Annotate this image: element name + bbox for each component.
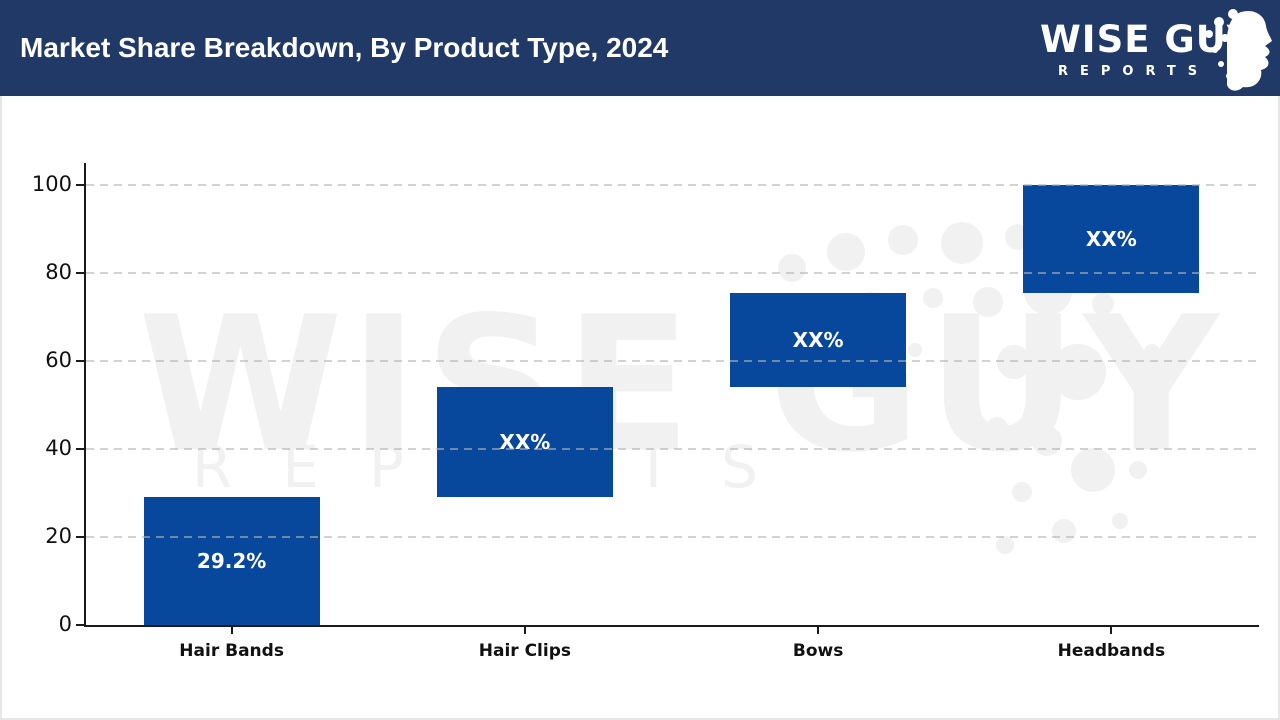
y-tick-label: 80 [45, 260, 72, 284]
x-tick [1110, 627, 1113, 634]
x-tick [230, 627, 233, 634]
gridline [86, 184, 1258, 186]
page-title: Market Share Breakdown, By Product Type,… [20, 32, 669, 63]
watermark-dot [986, 417, 1008, 439]
x-category-label: Headbands [1057, 641, 1166, 661]
header-bar: Market Share Breakdown, By Product Type,… [0, 0, 1280, 96]
y-tick [76, 360, 84, 362]
x-axis-line [84, 625, 1259, 627]
y-tick [76, 536, 84, 538]
watermark-dot [941, 222, 983, 264]
bar-value-label: XX% [792, 327, 844, 352]
x-tick [523, 627, 526, 634]
y-tick-label: 100 [31, 172, 72, 196]
watermark-dot [1129, 461, 1147, 479]
watermark-dot [997, 345, 1031, 379]
x-category-label: Hair Bands [179, 641, 284, 661]
watermark-dot [923, 288, 943, 308]
logo-subtext: REPORTS [1058, 64, 1210, 79]
y-tick-label: 40 [45, 436, 72, 460]
bar-value-label: 29.2% [196, 548, 267, 573]
watermark-dot [827, 233, 865, 271]
y-tick-label: 0 [58, 612, 72, 636]
watermark-dot [996, 536, 1014, 554]
watermark-dot [1052, 519, 1076, 543]
wiseguy-logo: WISE GUY REPORTS [1000, 4, 1272, 92]
y-tick [76, 272, 84, 274]
watermark-dot [908, 343, 922, 357]
y-tick [76, 184, 84, 186]
watermark-dot [888, 225, 918, 255]
watermark-dot [1050, 344, 1106, 400]
watermark-dot [1012, 482, 1032, 502]
watermark-dot [1092, 293, 1114, 315]
bar-hair-bands: 29.2% [143, 496, 320, 625]
x-category-label: Hair Clips [478, 641, 571, 661]
y-tick [76, 624, 84, 626]
bar-bows: XX% [730, 292, 907, 387]
x-tick [817, 627, 820, 634]
bar-value-label: XX% [499, 429, 551, 454]
bar-hair-clips: XX% [436, 386, 613, 497]
y-tick [76, 448, 84, 450]
gridline [86, 448, 1258, 450]
x-category-label: Bows [792, 641, 844, 661]
y-tick-label: 20 [45, 524, 72, 548]
watermark-dot [951, 346, 973, 368]
watermark-dot [973, 287, 1003, 317]
watermark-dot [1112, 513, 1128, 529]
watermark-dot [1032, 426, 1062, 456]
watermark-dot [778, 254, 806, 282]
watermark-dot [1144, 344, 1160, 360]
bar-value-label: XX% [1085, 226, 1137, 251]
bar-headbands: XX% [1023, 185, 1200, 293]
watermark-dot [1136, 412, 1156, 432]
gridline [86, 536, 1258, 538]
gridline [86, 272, 1258, 274]
y-tick-label: 60 [45, 348, 72, 372]
gridline [86, 360, 1258, 362]
y-axis-line [84, 163, 86, 627]
watermark-dot [1071, 448, 1115, 492]
face-profile-icon [1205, 9, 1272, 91]
